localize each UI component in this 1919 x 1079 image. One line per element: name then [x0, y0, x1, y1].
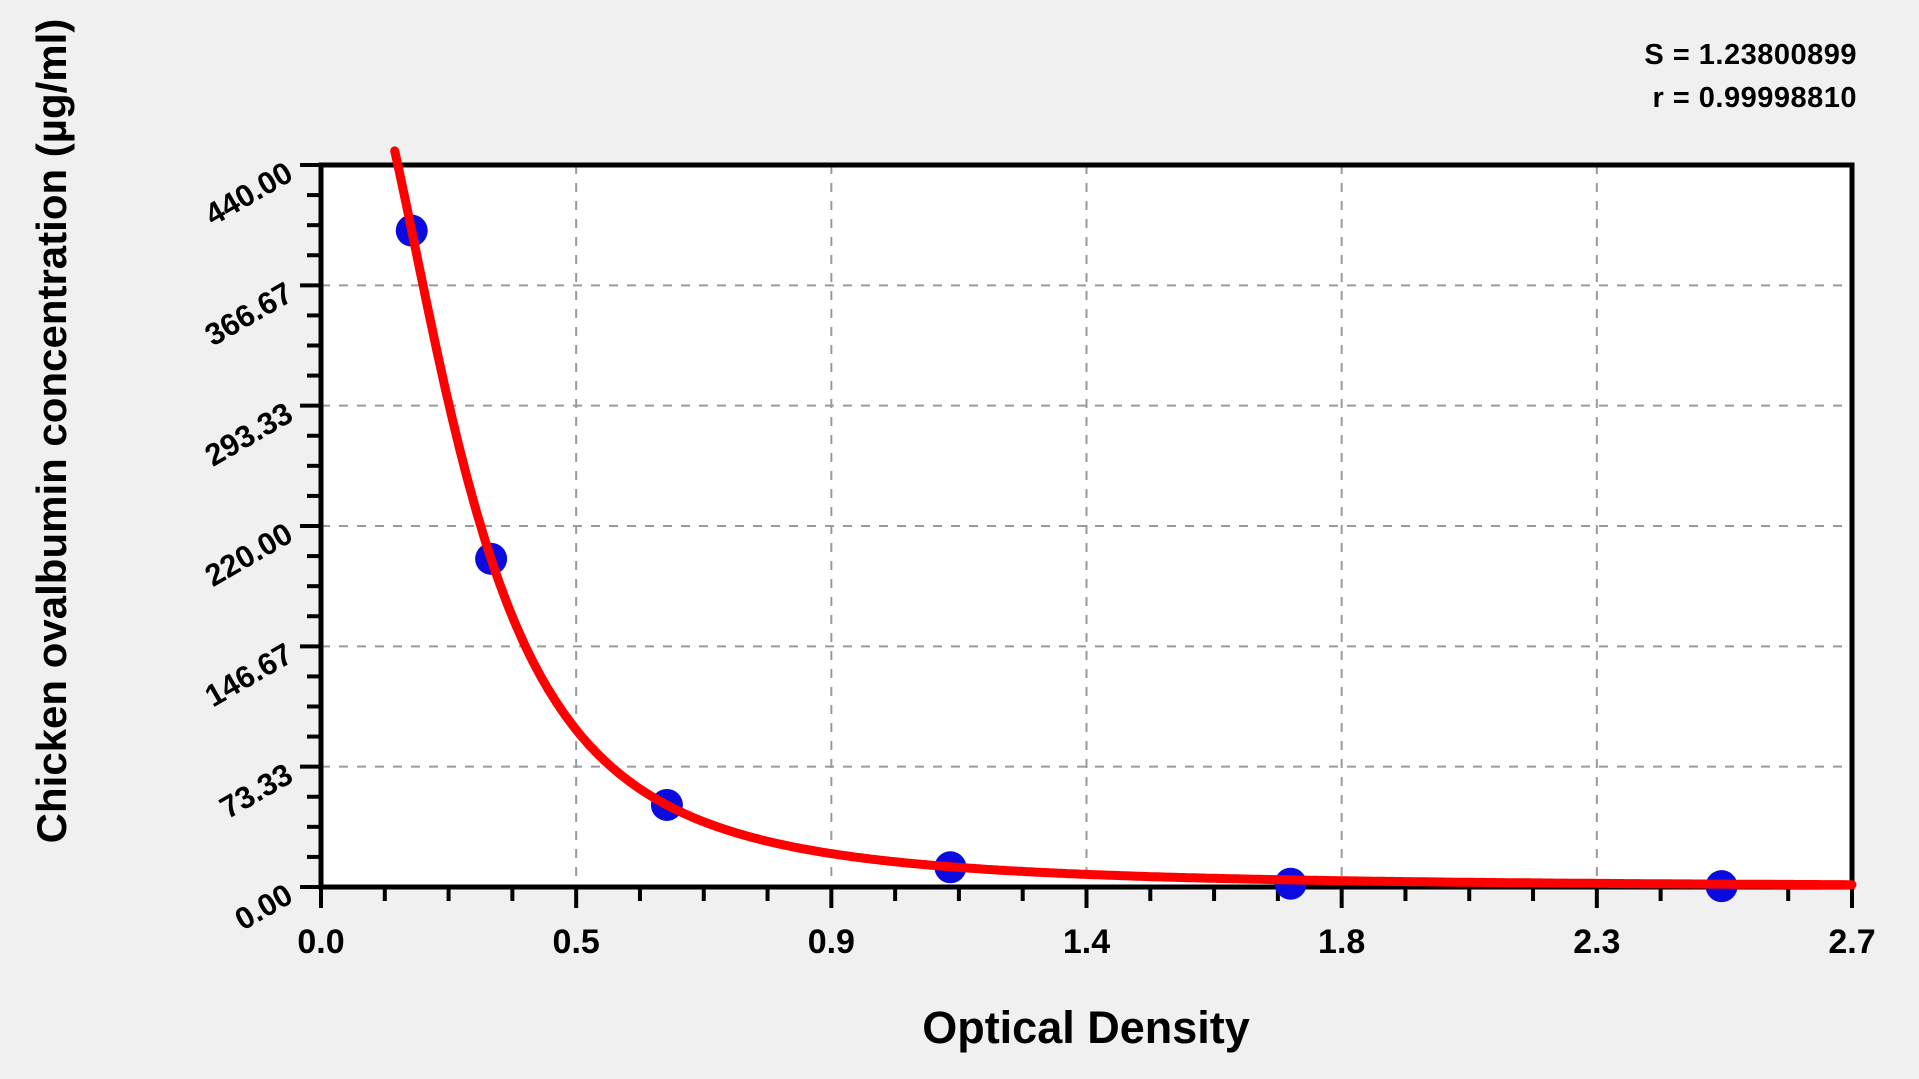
x-axis-title: Optical Density [922, 1002, 1250, 1053]
x-tick-label: 1.4 [1063, 923, 1110, 961]
y-tick-label: 146.67 [199, 636, 299, 714]
plot-border [318, 162, 1855, 890]
y-axis-title: Chicken ovalbumin concentration (µg/ml) [28, 18, 75, 844]
fit-r-value: r = 0.99998810 [1652, 82, 1857, 114]
x-tick-label: 0.0 [297, 923, 344, 961]
y-tick-label: 220.00 [199, 516, 299, 594]
x-tick-label: 2.3 [1573, 923, 1620, 961]
fit-s-value: S = 1.23800899 [1644, 39, 1857, 71]
x-tick-label: 2.7 [1828, 923, 1875, 961]
y-tick-label: 440.00 [199, 155, 299, 233]
x-tick-label: 1.8 [1318, 923, 1365, 961]
y-tick-label: 366.67 [199, 275, 299, 353]
y-tick-label: 73.33 [214, 756, 299, 825]
y-tick-label: 0.00 [229, 877, 299, 937]
x-tick-label: 0.9 [808, 923, 855, 961]
fit-curve [390, 146, 1857, 890]
x-tick-label: 0.5 [553, 923, 600, 961]
y-tick-label: 293.33 [199, 395, 299, 473]
fit-statistics: S = 1.23800899 r = 0.99998810 [1644, 34, 1857, 120]
